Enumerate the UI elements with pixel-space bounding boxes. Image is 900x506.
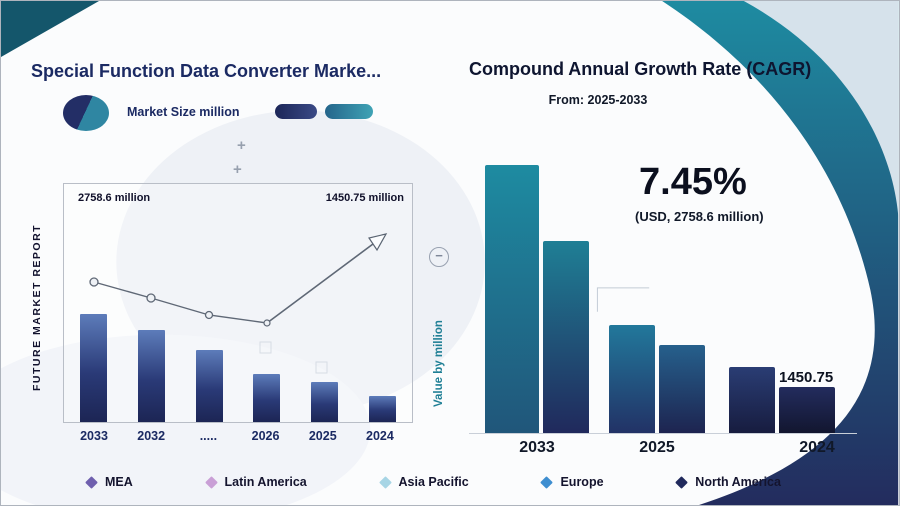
legend-item-label: Europe [560, 475, 604, 489]
legend-item-latin-america: Latin America [204, 475, 307, 489]
legend-label: Market Size million [127, 105, 240, 119]
plus-icon: + [237, 137, 246, 154]
trend-arrow-head [368, 233, 388, 252]
market-size-bar [80, 314, 107, 422]
legend-item-label: Asia Pacific [398, 475, 469, 489]
trend-marker [89, 277, 99, 287]
europe-diamond-icon [540, 475, 554, 489]
x-axis-label: 2032 [137, 429, 166, 443]
asia-pacific-diamond-icon [378, 475, 392, 489]
market-size-chart: 2758.6 million 1450.75 million [63, 183, 413, 423]
cagr-caption: (USD, 2758.6 million) [635, 209, 764, 224]
market-size-bar [311, 382, 339, 422]
legend-item-label: Latin America [224, 475, 307, 489]
market-size-bar [368, 396, 396, 422]
background-swoosh-light [743, 1, 899, 216]
bar-value-annotation: 1450.75 [779, 369, 834, 386]
north-america-diamond-icon [675, 475, 689, 489]
legend-item-mea: MEA [85, 475, 133, 489]
market-size-bar [253, 374, 281, 422]
trend-arrow-shaft [266, 243, 374, 324]
scale-pill-right [325, 104, 373, 119]
x-axis-line [469, 433, 857, 434]
x-axis-label: 2024 [366, 429, 394, 443]
legend-item-label: North America [695, 475, 781, 489]
market-size-legend: Market Size million [63, 93, 383, 137]
trend-marker [146, 293, 156, 303]
legend-item-asia-pacific: Asia Pacific [378, 475, 469, 489]
watermark-vertical-text: FUTURE MARKET REPORT [31, 223, 43, 391]
x-axis-label: 2025 [308, 429, 337, 443]
minus-icon: − [429, 247, 449, 267]
x-axis-label: ..... [199, 429, 218, 443]
right-chart-title: Compound Annual Growth Rate (CAGR) [469, 59, 812, 79]
value-label-2024: 1450.75 million [325, 192, 404, 204]
plus-icon: + [233, 161, 242, 178]
legend-sphere-icon [63, 95, 109, 131]
market-size-bars [64, 314, 412, 422]
market-size-bar [195, 350, 223, 422]
x-axis-label: 2025 [639, 439, 675, 456]
x-axis-label: 2033 [80, 429, 108, 443]
y-axis-label: Value by million [433, 320, 445, 408]
latin-america-diamond-icon [204, 475, 218, 489]
legend-item-north-america: North America [675, 475, 781, 489]
legend-item-label: MEA [105, 475, 133, 489]
region-legend: MEA Latin America Asia Pacific Europe North … [85, 475, 781, 489]
left-chart-title: Special Function Data Converter Marke... [31, 61, 382, 81]
value-label-2033: 2758.6 million [78, 192, 151, 204]
cagr-value: 7.45% [639, 161, 747, 203]
background-swoosh [662, 1, 899, 505]
left-x-axis: 2033 2032..... 2026 2025 2024 [63, 429, 411, 443]
x-axis-label: 2033 [519, 439, 555, 456]
x-axis-label: 2026 [251, 429, 280, 443]
market-size-bar [137, 330, 165, 422]
legend-item-europe: Europe [540, 475, 604, 489]
mea-diamond-icon [85, 475, 98, 489]
corner-triangle-icon [1, 1, 99, 57]
scale-pill-left [275, 104, 317, 119]
cagr-period-subtitle: From: 2025-2033 [548, 93, 648, 107]
callout-step-line [596, 287, 650, 312]
x-axis-label: 2024 [799, 439, 835, 456]
